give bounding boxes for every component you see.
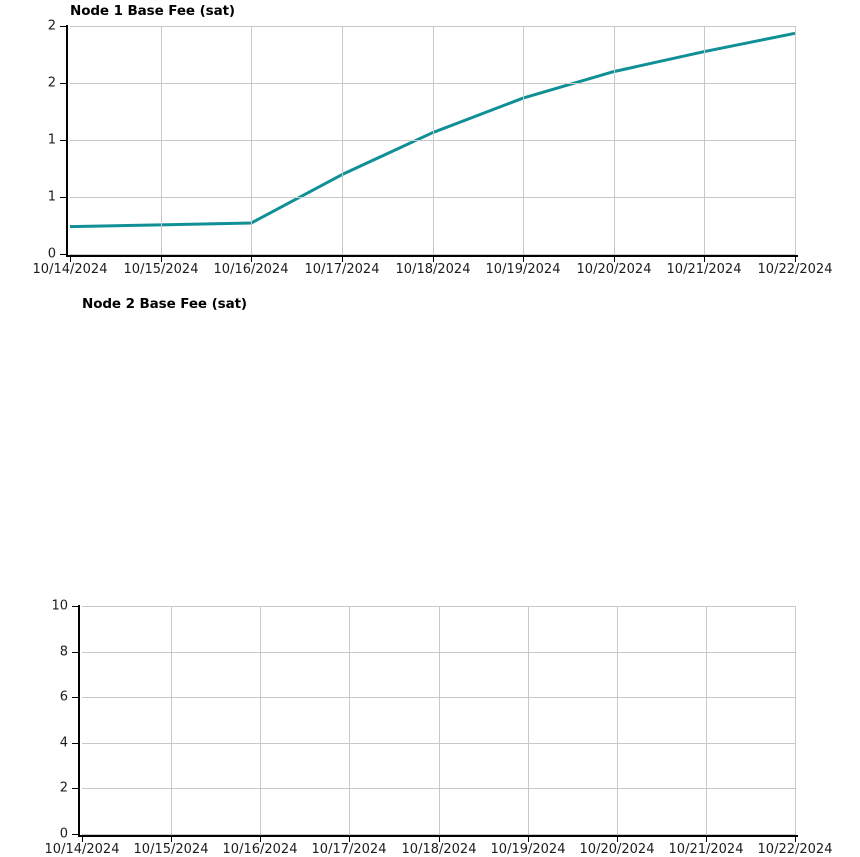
y-axis-label: 2	[59, 780, 68, 796]
y-axis-tick	[72, 788, 78, 789]
x-axis-tick	[704, 256, 705, 262]
gridline-vertical	[528, 606, 529, 835]
y-axis-tick	[72, 834, 78, 835]
gridline-vertical	[349, 606, 350, 835]
gridline-vertical	[439, 606, 440, 835]
y-axis-tick	[72, 697, 78, 698]
x-axis-tick	[251, 256, 252, 262]
y-axis-label: 8	[59, 644, 68, 660]
chart-title-node-1: Node 1 Base Fee (sat)	[70, 3, 236, 19]
chart-panel-node-1: Node 1 Base Fee (sat) 2 2 1 1 0 10/14/2024 10/…	[0, 0, 860, 290]
x-axis-tick	[161, 256, 162, 262]
y-axis-tick	[60, 26, 66, 27]
x-axis-label: 10/19/2024	[485, 262, 561, 277]
gridline-vertical	[706, 606, 707, 835]
y-axis-tick	[60, 197, 66, 198]
x-axis-tick	[614, 256, 615, 262]
y-axis-line-node-2	[78, 605, 80, 836]
x-axis-label: 10/21/2024	[666, 262, 742, 277]
x-axis-label: 10/17/2024	[311, 842, 387, 857]
x-axis-label: 10/14/2024	[44, 842, 120, 857]
gridline-vertical	[433, 26, 434, 255]
y-axis-label: 1	[47, 189, 56, 205]
plot-area-node-1	[70, 26, 796, 255]
x-axis-label: 10/18/2024	[401, 842, 477, 857]
x-axis-label: 10/15/2024	[123, 262, 199, 277]
x-axis-label: 10/14/2024	[32, 262, 108, 277]
gridline-vertical	[161, 26, 162, 255]
gridline-vertical	[260, 606, 261, 835]
x-axis-label: 10/15/2024	[133, 842, 209, 857]
x-axis-tick	[433, 256, 434, 262]
x-axis-tick	[70, 256, 71, 262]
x-axis-label: 10/20/2024	[579, 842, 655, 857]
gridline-vertical	[523, 26, 524, 255]
gridline-vertical	[171, 606, 172, 835]
x-axis-label: 10/20/2024	[576, 262, 652, 277]
y-axis-tick	[72, 652, 78, 653]
y-axis-label: 0	[59, 826, 68, 842]
x-axis-tick	[523, 256, 524, 262]
y-axis-tick	[60, 140, 66, 141]
y-axis-label: 10	[51, 598, 68, 614]
gridline-vertical	[617, 606, 618, 835]
plot-area-node-2	[82, 606, 796, 835]
y-axis-tick	[60, 254, 66, 255]
x-axis-line-node-2	[78, 835, 798, 837]
x-axis-label: 10/16/2024	[213, 262, 289, 277]
x-axis-line-node-1	[66, 255, 798, 257]
y-axis-tick	[60, 83, 66, 84]
y-axis-label: 0	[47, 246, 56, 262]
x-axis-label: 10/22/2024	[757, 262, 833, 277]
gridline-vertical	[614, 26, 615, 255]
gridline-vertical	[704, 26, 705, 255]
y-axis-label: 2	[47, 75, 56, 91]
y-axis-label: 1	[47, 132, 56, 148]
gridline-vertical	[342, 26, 343, 255]
x-axis-label: 10/18/2024	[395, 262, 471, 277]
x-axis-label: 10/19/2024	[490, 842, 566, 857]
y-axis-line-node-1	[66, 25, 68, 256]
x-axis-label: 10/21/2024	[668, 842, 744, 857]
x-axis-tick	[795, 256, 796, 262]
x-axis-label: 10/22/2024	[757, 842, 833, 857]
y-axis-label: 2	[47, 18, 56, 34]
chart-panel-node-2: Node 2 Base Fee (sat) 10 8 6 4 2 0 10/14/2024 1…	[0, 290, 860, 857]
y-axis-label: 4	[59, 735, 68, 751]
gridline-vertical	[795, 26, 796, 255]
x-axis-label: 10/17/2024	[304, 262, 380, 277]
y-axis-tick	[72, 743, 78, 744]
x-axis-tick	[342, 256, 343, 262]
y-axis-tick	[72, 606, 78, 607]
gridline-vertical	[251, 26, 252, 255]
y-axis-label: 6	[59, 689, 68, 705]
x-axis-label: 10/16/2024	[222, 842, 298, 857]
gridline-vertical	[795, 606, 796, 835]
chart-title-node-2: Node 2 Base Fee (sat)	[82, 296, 248, 312]
